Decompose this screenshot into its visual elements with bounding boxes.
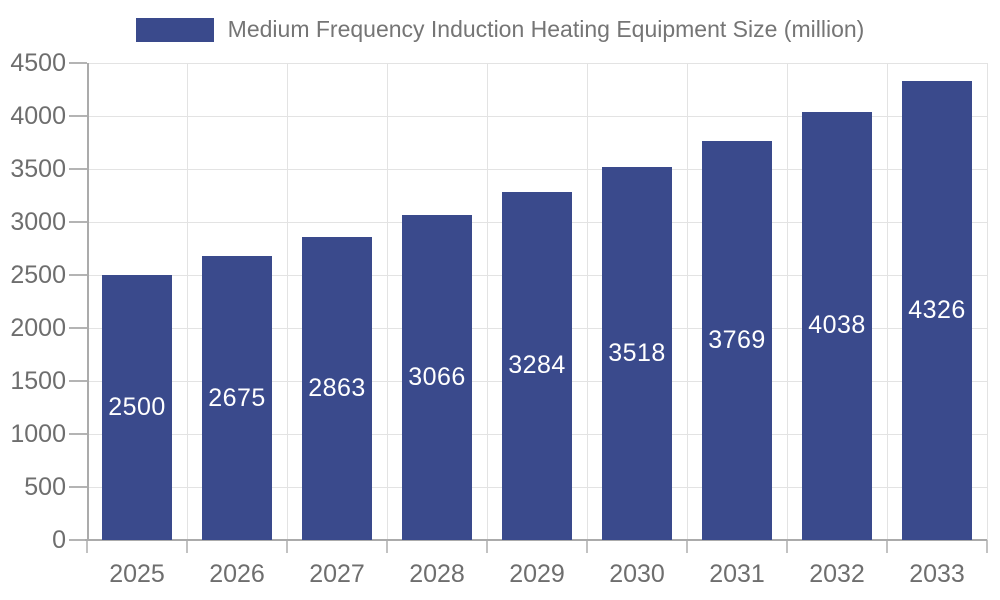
y-tick-label: 500 <box>24 473 66 501</box>
v-gridline <box>886 63 888 540</box>
x-tick <box>686 540 688 553</box>
bar-2032[interactable]: 4038 <box>802 111 872 540</box>
bar-value-label: 3066 <box>408 363 466 391</box>
x-tick-label: 2029 <box>509 560 565 588</box>
x-axis-line <box>85 539 987 541</box>
v-gridline <box>786 63 788 540</box>
x-tick-label: 2027 <box>309 560 365 588</box>
y-tick <box>69 274 87 276</box>
h-gridline <box>87 168 987 170</box>
v-gridline <box>486 63 488 540</box>
bar-2027[interactable]: 2863 <box>302 236 372 540</box>
plot-area: 2500 2675 2863 3066 3284 3518 3769 4038 4326 <box>69 62 988 553</box>
bar-2029[interactable]: 3284 <box>502 191 572 540</box>
y-tick-label: 3500 <box>10 155 66 183</box>
x-tick <box>886 540 888 553</box>
v-gridline <box>586 63 588 540</box>
y-tick-label: 1000 <box>10 420 66 448</box>
bar-2028[interactable]: 3066 <box>402 215 472 540</box>
y-tick <box>69 327 87 329</box>
y-tick-label: 0 <box>52 526 66 554</box>
bar-2030[interactable]: 3518 <box>602 167 672 540</box>
h-gridline <box>87 115 987 117</box>
x-tick-label: 2025 <box>109 560 165 588</box>
y-tick-label: 3000 <box>10 208 66 236</box>
v-gridline <box>286 63 288 540</box>
bar-2033[interactable]: 4326 <box>902 81 972 540</box>
y-tick-label: 1500 <box>10 367 66 395</box>
bar-value-label: 2500 <box>108 393 166 421</box>
y-tick <box>69 62 87 64</box>
v-gridline <box>186 63 188 540</box>
x-tick <box>986 540 988 553</box>
v-gridline <box>686 63 688 540</box>
v-gridline <box>386 63 388 540</box>
y-tick <box>69 539 87 541</box>
bar-value-label: 4326 <box>908 296 966 325</box>
y-tick <box>69 168 87 170</box>
bar-value-label: 2863 <box>308 373 366 402</box>
x-tick-label: 2033 <box>909 560 965 588</box>
y-tick <box>69 486 87 488</box>
x-tick <box>386 540 388 553</box>
h-gridline <box>87 62 987 64</box>
bar-2025[interactable]: 2500 <box>102 275 172 540</box>
y-tick <box>69 433 87 435</box>
y-tick-label: 4500 <box>10 49 66 77</box>
x-tick <box>486 540 488 553</box>
y-tick <box>69 221 87 223</box>
bar-value-label: 4038 <box>808 311 866 340</box>
y-tick-label: 4000 <box>10 102 66 130</box>
y-tick <box>69 380 87 382</box>
x-tick-label: 2030 <box>609 560 665 588</box>
v-gridline <box>986 63 988 540</box>
bar-value-label: 2675 <box>208 383 266 412</box>
x-tick-label: 2028 <box>409 560 465 588</box>
legend-swatch-icon <box>135 17 214 42</box>
legend-label: Medium Frequency Induction Heating Equip… <box>227 16 865 42</box>
y-axis-line <box>87 63 89 540</box>
bar-2031[interactable]: 3769 <box>702 140 772 540</box>
bar-value-label: 3518 <box>608 339 666 368</box>
x-tick <box>186 540 188 553</box>
y-tick <box>69 115 87 117</box>
x-tick <box>786 540 788 553</box>
x-tick <box>86 540 88 553</box>
y-tick-label: 2500 <box>10 261 66 289</box>
x-tick-label: 2031 <box>709 560 765 588</box>
bar-value-label: 3769 <box>708 325 766 354</box>
legend[interactable]: Medium Frequency Induction Heating Equip… <box>0 16 1000 43</box>
y-tick-label: 2000 <box>10 314 66 342</box>
bar-2026[interactable]: 2675 <box>202 256 272 540</box>
x-tick <box>286 540 288 553</box>
x-tick-label: 2026 <box>209 560 265 588</box>
bar-value-label: 3284 <box>508 351 566 380</box>
x-tick <box>586 540 588 553</box>
x-tick-label: 2032 <box>809 560 865 588</box>
